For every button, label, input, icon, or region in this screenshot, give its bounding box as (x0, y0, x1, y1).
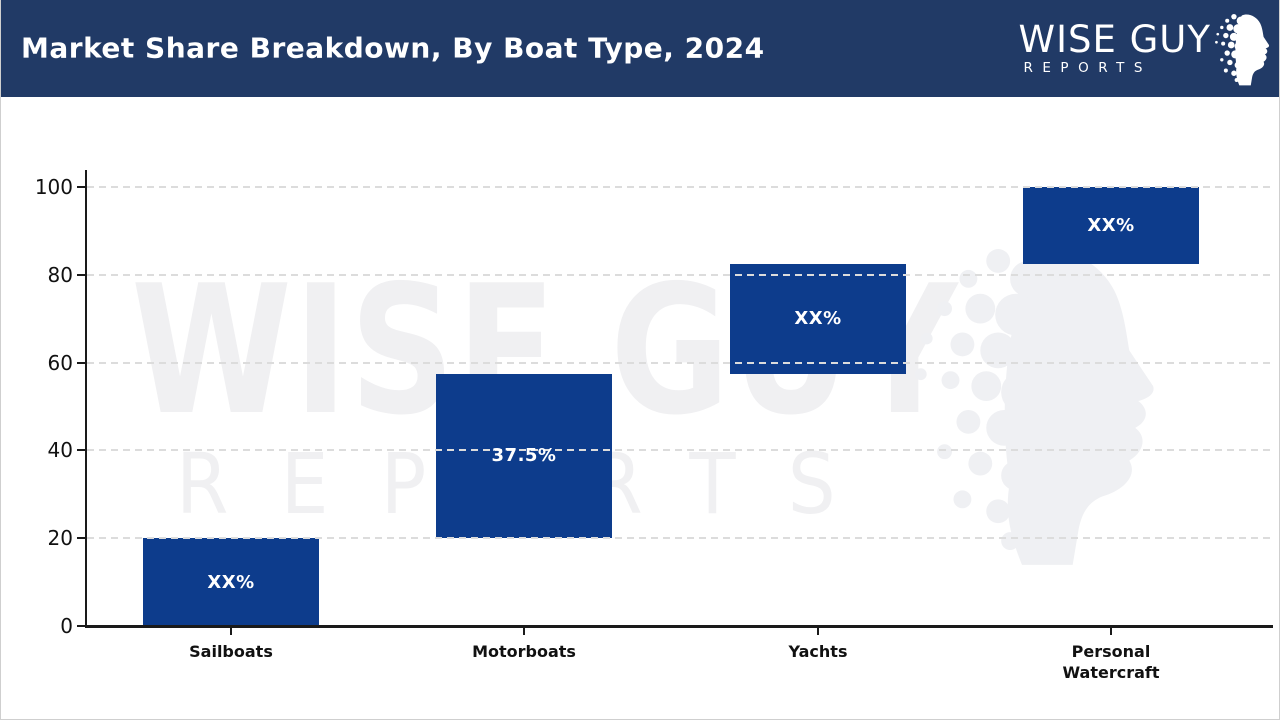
y-tick-mark (77, 273, 86, 276)
x-tick-mark (523, 627, 525, 635)
x-tick-mark (817, 627, 819, 635)
wise-guy-logo: WISE GUY REPORTS (1019, 0, 1273, 97)
gridline-100 (87, 186, 1273, 188)
y-tick-label: 100 (34, 175, 73, 199)
y-tick-label: 20 (47, 526, 73, 551)
bar-personal-watercraft (1023, 187, 1199, 264)
page-title: Market Share Breakdown, By Boat Type, 20… (21, 31, 765, 65)
watermark-head-icon (914, 249, 1154, 565)
bar-motorboats (436, 373, 612, 539)
y-tick-mark (77, 361, 86, 364)
gridline-20 (87, 537, 1273, 540)
y-tick-label: 0 (60, 614, 73, 638)
y-tick-mark (77, 449, 86, 452)
y-tick-label: 40 (47, 438, 73, 463)
bar-value-label-yachts: XX% (794, 308, 842, 330)
gridline-40 (87, 449, 1273, 452)
logo-head-icon (1215, 13, 1270, 85)
bar-value-label-sailboats: XX% (207, 571, 255, 593)
bar-yachts (730, 263, 906, 374)
bar-sailboats (143, 538, 319, 626)
gridline-80 (87, 273, 1273, 276)
gridline-60 (87, 361, 1273, 364)
y-tick-mark (77, 186, 86, 188)
bar-value-label-personal-watercraft: XX% (1087, 214, 1135, 236)
logo-text: WISE GUY REPORTS (1018, 17, 1211, 77)
bar-value-label-motorboats: 37.5% (491, 445, 557, 467)
x-tick-mark (230, 627, 232, 635)
x-axis-label-personal-watercraft: Personal Watercraft (1062, 642, 1160, 682)
logo-subtitle: REPORTS (1023, 60, 1152, 77)
logo-wordmark: WISE GUY (1018, 17, 1211, 61)
x-axis-label-yachts: Yachts (788, 642, 848, 661)
x-axis-label-sailboats: Sailboats (189, 642, 273, 661)
x-axis-line (85, 625, 1273, 628)
x-tick-mark (1110, 627, 1112, 635)
y-axis-line (85, 170, 87, 627)
header-bar: Market Share Breakdown, By Boat Type, 20… (1, 0, 1279, 97)
y-tick-mark (77, 625, 86, 627)
y-tick-label: 80 (47, 262, 73, 287)
y-tick-mark (77, 537, 86, 540)
y-tick-label: 60 (47, 350, 73, 375)
x-axis-label-motorboats: Motorboats (472, 642, 576, 661)
